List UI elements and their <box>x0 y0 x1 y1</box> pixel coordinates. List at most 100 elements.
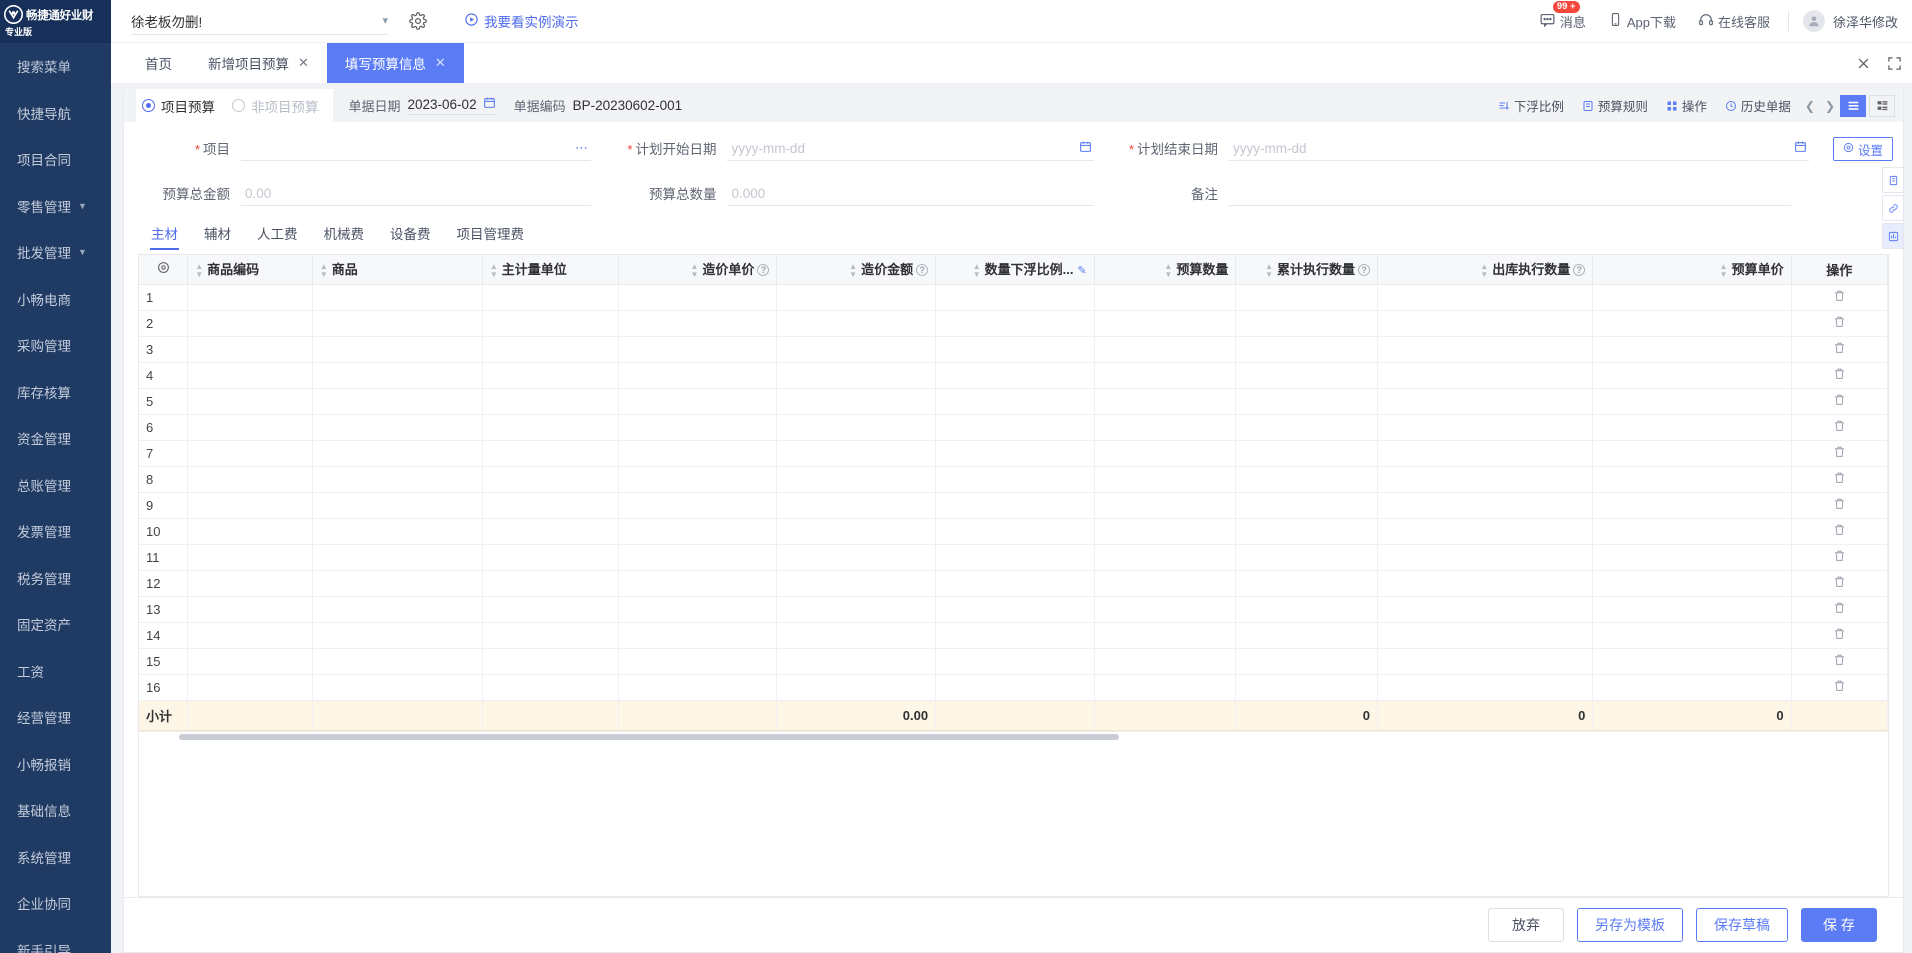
table-cell[interactable] <box>1592 362 1792 389</box>
table-cell[interactable] <box>1094 336 1237 363</box>
row-actions-cell[interactable] <box>1791 622 1888 649</box>
table-cell[interactable] <box>935 466 1095 493</box>
table-cell[interactable] <box>312 466 483 493</box>
table-row[interactable]: 5 <box>139 388 1888 415</box>
table-cell[interactable] <box>482 362 619 389</box>
row-actions-cell[interactable] <box>1791 414 1888 441</box>
table-cell[interactable] <box>1592 336 1792 363</box>
table-cell[interactable] <box>187 492 313 519</box>
table-cell[interactable] <box>312 284 483 311</box>
table-cell[interactable] <box>1094 310 1237 337</box>
table-cell[interactable] <box>1592 674 1792 701</box>
grid-view-icon[interactable] <box>1869 94 1895 117</box>
sidebar-item-9[interactable]: 总账管理 <box>0 462 111 509</box>
table-cell[interactable] <box>935 362 1095 389</box>
table-cell[interactable] <box>1235 492 1378 519</box>
chart-rail-icon[interactable] <box>1882 223 1904 249</box>
trash-icon[interactable] <box>1833 498 1846 513</box>
table-cell[interactable] <box>1592 440 1792 467</box>
table-cell[interactable] <box>1592 466 1792 493</box>
table-cell[interactable] <box>935 648 1095 675</box>
table-cell[interactable] <box>1377 388 1594 415</box>
table-cell[interactable] <box>312 492 483 519</box>
trash-icon[interactable] <box>1833 472 1846 487</box>
table-cell[interactable] <box>1377 622 1594 649</box>
sort-icon[interactable]: ▲ ▼ <box>1480 262 1489 280</box>
footer-button-2[interactable]: 保存草稿 <box>1696 908 1788 942</box>
table-cell[interactable] <box>776 284 937 311</box>
table-cell[interactable] <box>1094 414 1237 441</box>
sidebar-item-14[interactable]: 经营管理 <box>0 694 111 741</box>
column-header-0[interactable]: ▲ ▼ 商品编码 <box>187 255 313 285</box>
horizontal-scrollbar[interactable] <box>139 730 1888 740</box>
table-cell[interactable] <box>187 544 313 571</box>
trash-icon[interactable] <box>1833 420 1846 435</box>
table-cell[interactable] <box>187 310 313 337</box>
row-actions-cell[interactable] <box>1791 310 1888 337</box>
table-cell[interactable] <box>618 388 778 415</box>
table-cell[interactable] <box>1094 674 1237 701</box>
row-actions-cell[interactable] <box>1791 466 1888 493</box>
table-cell[interactable] <box>1592 414 1792 441</box>
sidebar-item-3[interactable]: 零售管理 ▼ <box>0 183 111 230</box>
table-cell[interactable] <box>312 310 483 337</box>
table-cell[interactable] <box>1235 596 1378 623</box>
table-row[interactable]: 16 <box>139 674 1888 701</box>
table-cell[interactable] <box>187 336 313 363</box>
table-row[interactable]: 4 <box>139 362 1888 389</box>
trash-icon[interactable] <box>1833 316 1846 331</box>
column-header-7[interactable]: ▲ ▼ 累计执行数量? <box>1235 255 1378 285</box>
table-cell[interactable] <box>312 622 483 649</box>
category-tab-5[interactable]: 项目管理费 <box>456 227 525 242</box>
table-cell[interactable] <box>1592 388 1792 415</box>
table-cell[interactable] <box>618 648 778 675</box>
trash-icon[interactable] <box>1833 524 1846 539</box>
sort-icon[interactable]: ▲ ▼ <box>1265 262 1273 280</box>
row-actions-cell[interactable] <box>1791 440 1888 467</box>
table-cell[interactable] <box>1235 310 1378 337</box>
table-cell[interactable] <box>482 284 619 311</box>
table-cell[interactable] <box>776 622 937 649</box>
table-cell[interactable] <box>482 440 619 467</box>
toolbar-button-3[interactable]: 历史单据 <box>1716 96 1800 115</box>
calendar-icon[interactable] <box>1079 140 1092 156</box>
table-row[interactable]: 2 <box>139 310 1888 337</box>
row-actions-cell[interactable] <box>1791 336 1888 363</box>
table-cell[interactable] <box>776 336 937 363</box>
category-tab-0[interactable]: 主材 <box>138 216 191 252</box>
table-cell[interactable] <box>1094 544 1237 571</box>
table-cell[interactable] <box>1235 570 1378 597</box>
table-cell[interactable] <box>312 596 483 623</box>
table-cell[interactable] <box>1592 518 1792 545</box>
table-cell[interactable] <box>187 518 313 545</box>
table-row[interactable]: 1 <box>139 284 1888 311</box>
table-cell[interactable] <box>618 466 778 493</box>
toolbar-button-2[interactable]: 操作 <box>1657 96 1716 115</box>
table-cell[interactable] <box>618 518 778 545</box>
close-icon[interactable]: ✕ <box>298 55 309 70</box>
table-cell[interactable] <box>1377 466 1594 493</box>
table-cell[interactable] <box>935 674 1095 701</box>
table-cell[interactable] <box>935 440 1095 467</box>
table-cell[interactable] <box>1235 518 1378 545</box>
sort-icon[interactable]: ▲ ▼ <box>849 262 858 280</box>
question-icon[interactable]: ? <box>916 264 929 277</box>
table-cell[interactable] <box>1377 310 1594 337</box>
table-cell[interactable] <box>1377 414 1594 441</box>
sidebar-item-18[interactable]: 企业协同 <box>0 880 111 927</box>
table-cell[interactable] <box>1592 570 1792 597</box>
user-name[interactable]: 徐泽华修改 <box>1832 14 1898 30</box>
table-cell[interactable] <box>776 648 937 675</box>
table-cell[interactable] <box>1094 388 1237 415</box>
trash-icon[interactable] <box>1833 654 1846 669</box>
table-cell[interactable] <box>187 570 313 597</box>
field-total-qty[interactable]: 预算总数量 0.000 <box>604 181 1104 206</box>
sort-icon[interactable]: ▲ ▼ <box>1164 262 1173 280</box>
chevron-left-icon[interactable]: ❮ <box>1804 98 1815 113</box>
online-support-button[interactable]: 在线客服 <box>1698 12 1770 31</box>
table-cell[interactable] <box>482 570 619 597</box>
column-settings-button[interactable] <box>139 255 189 285</box>
table-cell[interactable] <box>776 440 937 467</box>
chevron-down-icon[interactable]: ▾ <box>382 15 388 27</box>
table-cell[interactable] <box>1377 570 1594 597</box>
